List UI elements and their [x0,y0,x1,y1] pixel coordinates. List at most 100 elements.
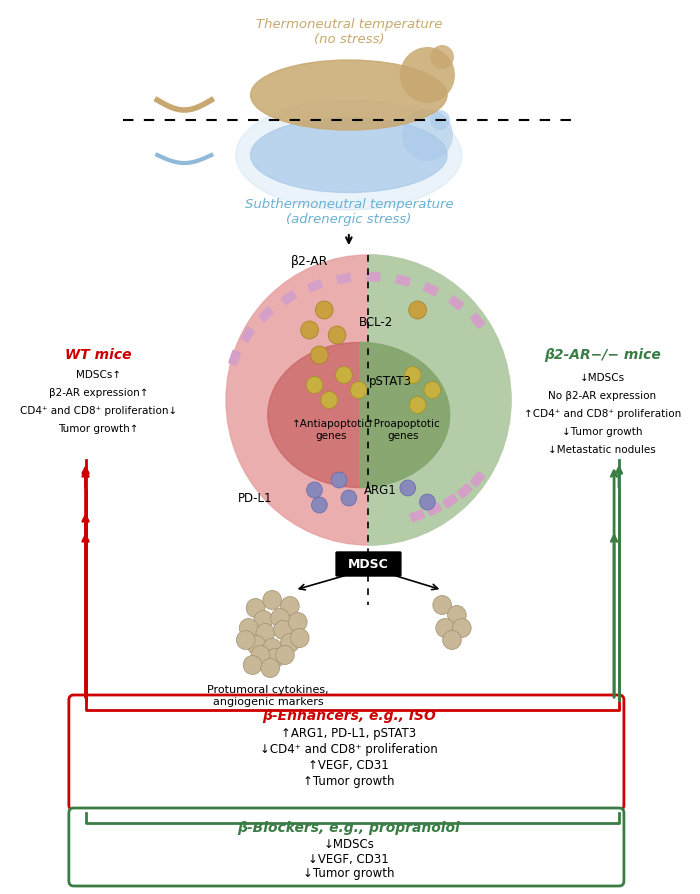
Text: ↑VEGF, CD31: ↑VEGF, CD31 [309,758,389,772]
Circle shape [256,623,274,643]
Text: WT mice: WT mice [65,348,132,362]
Circle shape [274,620,293,639]
FancyBboxPatch shape [470,472,484,486]
Circle shape [261,659,279,678]
Ellipse shape [268,342,449,487]
Ellipse shape [268,342,449,487]
Circle shape [271,609,289,628]
Circle shape [239,619,258,637]
Circle shape [424,382,441,399]
Text: Thermoneutral temperature
(no stress): Thermoneutral temperature (no stress) [256,18,442,46]
Circle shape [281,596,299,615]
Text: ↑Proapoptotic
genes: ↑Proapoptotic genes [365,419,440,441]
Circle shape [251,645,270,664]
Circle shape [263,638,281,657]
Text: ↓CD4⁺ and CD8⁺ proliferation: ↓CD4⁺ and CD8⁺ proliferation [260,743,438,755]
Ellipse shape [226,255,511,545]
Text: Protumoral cytokines,
angiogenic markers: Protumoral cytokines, angiogenic markers [207,685,329,706]
FancyBboxPatch shape [337,274,351,283]
Circle shape [341,490,357,506]
Circle shape [409,301,426,319]
Ellipse shape [251,60,447,130]
Ellipse shape [226,255,511,545]
FancyBboxPatch shape [308,280,323,291]
Circle shape [307,482,322,498]
Text: ↓Tumor growth: ↓Tumor growth [562,427,643,437]
Text: BCL-2: BCL-2 [358,316,393,328]
Circle shape [311,346,328,364]
Circle shape [288,612,307,631]
Circle shape [281,634,299,653]
Circle shape [402,109,453,161]
Text: Subthermoneutral temperature
(adrenergic stress): Subthermoneutral temperature (adrenergic… [244,198,453,226]
Circle shape [410,397,426,414]
Text: ↓MDSCs: ↓MDSCs [323,838,375,850]
Circle shape [419,494,435,510]
Text: β-Enhancers, e.g., ISO: β-Enhancers, e.g., ISO [262,709,435,723]
Circle shape [405,367,421,384]
Circle shape [436,619,454,637]
Circle shape [452,619,471,637]
FancyBboxPatch shape [229,350,240,365]
Circle shape [400,47,455,103]
Text: pSTAT3: pSTAT3 [368,375,412,389]
Text: MDSC: MDSC [348,558,389,570]
Circle shape [276,645,294,664]
Circle shape [247,636,266,654]
Circle shape [328,326,346,344]
Text: MDSCs↑: MDSCs↑ [76,370,121,380]
Circle shape [243,655,262,674]
Text: ↓Tumor growth: ↓Tumor growth [303,867,395,881]
Text: PD-L1: PD-L1 [238,492,273,504]
Text: ↑CD4⁺ and CD8⁺ proliferation: ↑CD4⁺ and CD8⁺ proliferation [524,409,681,419]
Circle shape [433,595,452,614]
FancyBboxPatch shape [69,695,624,810]
Text: β2-AR−/− mice: β2-AR−/− mice [544,348,661,362]
Circle shape [331,472,347,488]
Circle shape [306,376,323,393]
Ellipse shape [236,100,462,210]
Text: β-Blockers, e.g., propranolol: β-Blockers, e.g., propranolol [237,821,460,835]
FancyBboxPatch shape [281,291,296,305]
FancyBboxPatch shape [69,808,624,886]
FancyBboxPatch shape [367,273,380,281]
Circle shape [263,591,281,610]
Text: ↓VEGF, CD31: ↓VEGF, CD31 [309,853,389,865]
FancyBboxPatch shape [470,314,484,328]
FancyBboxPatch shape [259,308,273,322]
Circle shape [430,110,450,130]
Text: ↑Antiapoptotic
genes: ↑Antiapoptotic genes [292,419,371,441]
Text: ↑ARG1, PD-L1, pSTAT3: ↑ARG1, PD-L1, pSTAT3 [281,727,416,739]
Circle shape [321,392,337,409]
Text: Tumor growth↑: Tumor growth↑ [58,424,139,434]
Text: CD4⁺ and CD8⁺ proliferation↓: CD4⁺ and CD8⁺ proliferation↓ [20,406,177,416]
Circle shape [237,630,255,650]
Circle shape [442,630,461,650]
Circle shape [400,480,416,496]
Circle shape [290,628,309,647]
Circle shape [312,497,327,513]
FancyBboxPatch shape [396,275,410,286]
Circle shape [316,301,333,319]
Text: ARG1: ARG1 [363,484,396,496]
Text: ↓MDSCs: ↓MDSCs [580,373,625,383]
Ellipse shape [251,117,447,192]
Circle shape [430,45,454,69]
FancyBboxPatch shape [410,510,424,522]
Text: No β2-AR expression: No β2-AR expression [548,391,657,401]
Text: ↓Metastatic nodules: ↓Metastatic nodules [548,445,656,455]
FancyBboxPatch shape [458,484,472,498]
FancyBboxPatch shape [241,327,254,342]
Text: β2-AR expression↑: β2-AR expression↑ [48,388,148,398]
FancyBboxPatch shape [449,296,463,310]
Text: ↑Tumor growth: ↑Tumor growth [303,774,395,788]
Circle shape [335,367,352,384]
FancyBboxPatch shape [336,552,401,576]
FancyBboxPatch shape [424,283,438,296]
Circle shape [447,605,466,625]
FancyBboxPatch shape [427,503,442,516]
Circle shape [266,648,284,668]
Text: β2-AR: β2-AR [291,256,328,268]
FancyBboxPatch shape [443,494,458,508]
Circle shape [246,598,265,618]
